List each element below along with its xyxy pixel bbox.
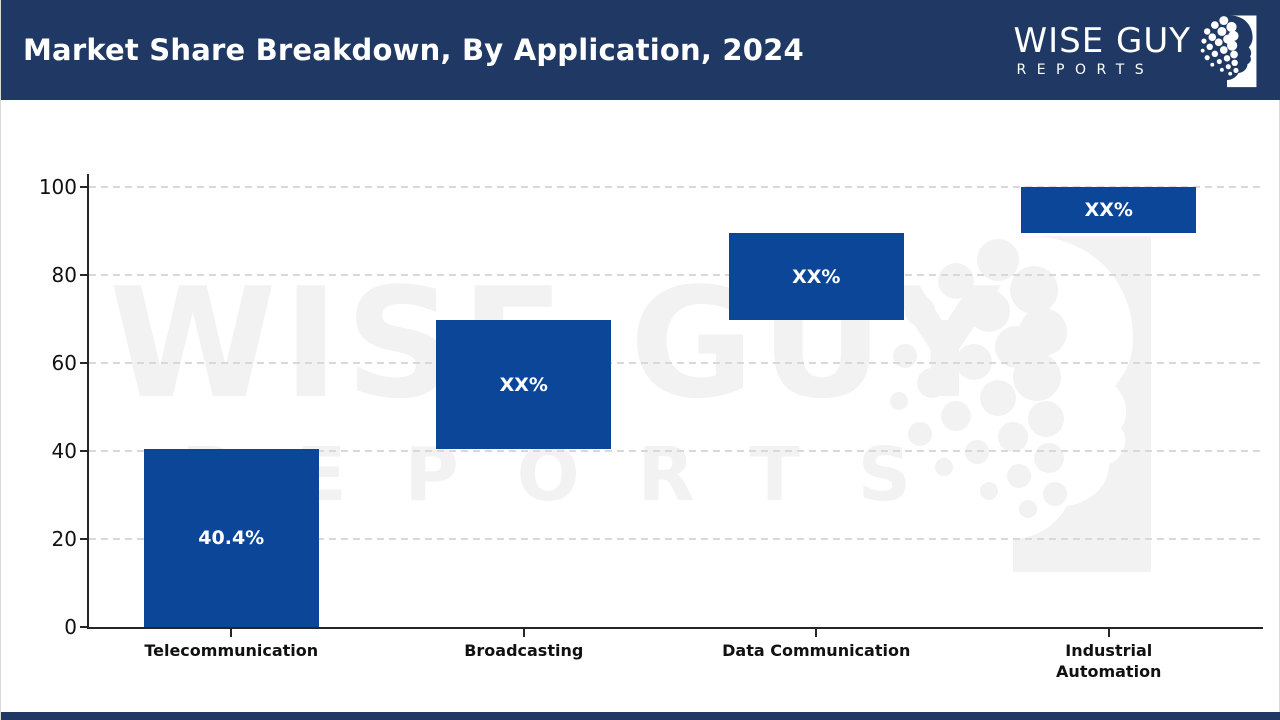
y-tick-label: 0: [64, 615, 77, 639]
bar-value-label: 40.4%: [198, 527, 265, 550]
y-tick-mark: [80, 274, 87, 277]
category-label: Broadcasting: [464, 641, 584, 660]
gridline: [89, 450, 1265, 453]
wiseguy-logo: WISE GUY REPORTS: [1013, 10, 1259, 90]
y-tick-label: 20: [51, 527, 77, 552]
bar-segment: [143, 449, 319, 627]
gridline: [89, 538, 1265, 541]
x-tick-mark: [815, 629, 818, 637]
bar-value-label: XX%: [1084, 199, 1133, 222]
bar-value-label: XX%: [792, 265, 841, 288]
x-tick-mark: [1107, 629, 1110, 637]
gridline: [89, 186, 1265, 189]
footer-bar: [1, 712, 1280, 720]
logo-wordmark-block: WISE GUY REPORTS: [1013, 23, 1191, 78]
y-tick-label: 80: [51, 263, 77, 288]
y-tick-label: 60: [51, 351, 77, 376]
category-label: Telecommunication: [144, 641, 319, 660]
page-title: Market Share Breakdown, By Application, …: [23, 33, 804, 67]
x-tick-mark: [522, 629, 525, 637]
x-axis: [87, 627, 1263, 629]
category-label: Data Communication: [722, 641, 911, 660]
gridline: [89, 274, 1265, 277]
y-tick-label: 40: [51, 439, 77, 464]
logo-wordmark: WISE GUY: [1013, 20, 1191, 61]
y-tick-mark: [80, 450, 87, 453]
y-tick-mark: [80, 186, 87, 189]
logo-subtext: REPORTS: [1016, 61, 1155, 78]
category-label: Industrial Automation: [1056, 641, 1162, 681]
bar-segment: [436, 320, 612, 450]
y-axis: [87, 174, 89, 629]
bar-value-label: XX%: [499, 373, 548, 396]
bar-segment: [728, 233, 904, 321]
y-tick-mark: [80, 362, 87, 365]
bar-segment: [1021, 187, 1197, 234]
y-tick-label: 100: [38, 175, 77, 200]
x-tick-mark: [230, 629, 233, 637]
header-bar: Market Share Breakdown, By Application, …: [1, 0, 1280, 100]
y-tick-mark: [80, 538, 87, 541]
y-tick-mark: [80, 626, 87, 628]
gridline: [89, 362, 1265, 365]
